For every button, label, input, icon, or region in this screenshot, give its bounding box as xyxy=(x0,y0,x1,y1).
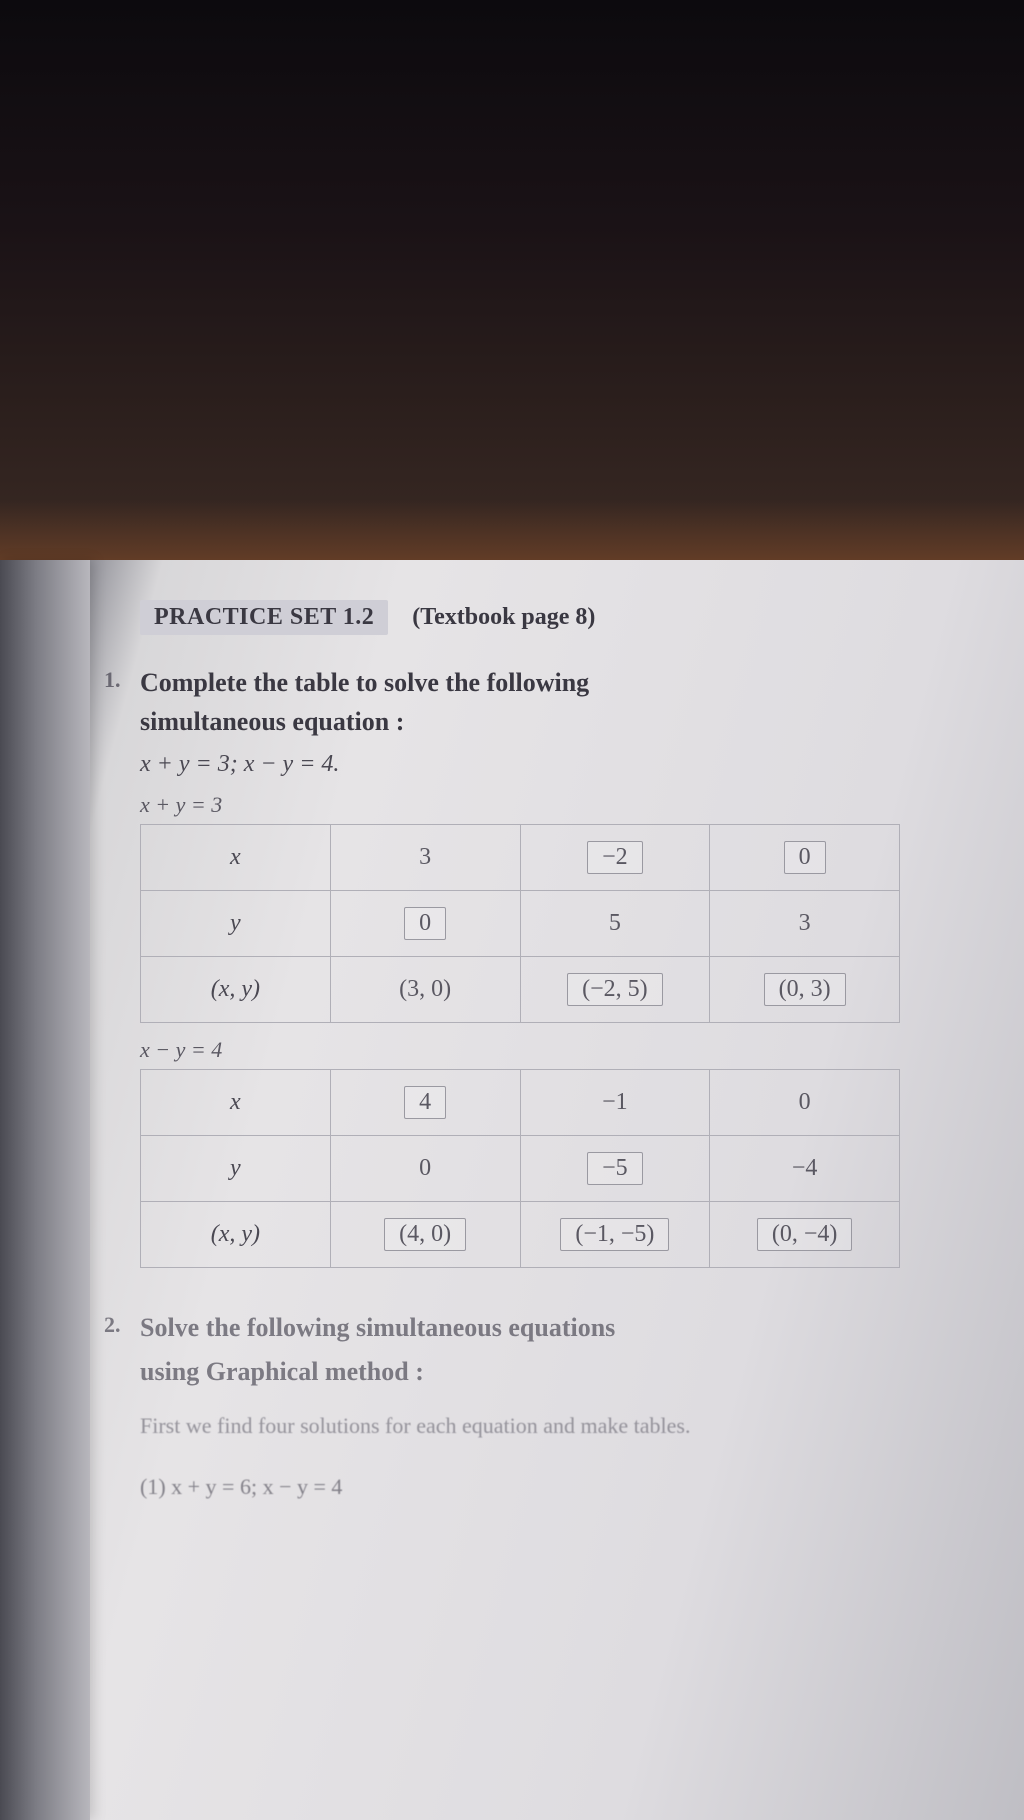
header-row: PRACTICE SET 1.2 (Textbook page 8) xyxy=(140,600,964,635)
table-row: x 3 −2 0 xyxy=(141,825,900,891)
row-head: x xyxy=(141,825,331,891)
cell: −4 xyxy=(710,1136,900,1202)
cell: 4 xyxy=(330,1070,520,1136)
cell: −1 xyxy=(520,1070,710,1136)
table-row: (x, y) (4, 0) (−1, −5) (0, −4) xyxy=(141,1202,900,1268)
photo-background-dark xyxy=(0,0,1024,560)
book-spine xyxy=(0,560,90,1820)
row-head: (x, y) xyxy=(141,1202,331,1268)
cell: 0 xyxy=(330,891,520,957)
q2-instruction: 2. Solve the following simultaneous equa… xyxy=(140,1306,964,1394)
q1-line2: simultaneous equation : xyxy=(140,707,404,736)
table1-caption: x + y = 3 xyxy=(140,792,964,818)
cell: −2 xyxy=(520,825,710,891)
q1-instruction: 1. Complete the table to solve the follo… xyxy=(140,663,964,741)
q1-number: 1. xyxy=(104,663,121,696)
textbook-page-ref: (Textbook page 8) xyxy=(412,604,595,631)
q2-subline: First we find four solutions for each eq… xyxy=(140,1408,964,1443)
table-row: (x, y) (3, 0) (−2, 5) (0, 3) xyxy=(141,957,900,1023)
q2-line1: Solve the following simultaneous equatio… xyxy=(140,1313,615,1342)
cell: (−2, 5) xyxy=(520,957,710,1023)
q2-number: 2. xyxy=(104,1306,121,1343)
cell: 5 xyxy=(520,891,710,957)
cell: (−1, −5) xyxy=(520,1202,710,1268)
cell: (4, 0) xyxy=(330,1202,520,1268)
table2-caption: x − y = 4 xyxy=(140,1037,964,1063)
cell: (0, 3) xyxy=(710,957,900,1023)
q1-line1: Complete the table to solve the followin… xyxy=(140,668,589,697)
practice-set-badge: PRACTICE SET 1.2 xyxy=(140,600,388,635)
table-row: y 0 −5 −4 xyxy=(141,1136,900,1202)
cell: (3, 0) xyxy=(330,957,520,1023)
table1: x 3 −2 0 y 0 5 3 (x, y) (3, 0) (−2, 5) (… xyxy=(140,824,900,1023)
row-head: y xyxy=(141,1136,331,1202)
table-row: x 4 −1 0 xyxy=(141,1070,900,1136)
cell: (0, −4) xyxy=(710,1202,900,1268)
row-head: (x, y) xyxy=(141,957,331,1023)
cell: 0 xyxy=(710,825,900,891)
cell: 3 xyxy=(710,891,900,957)
cell: −5 xyxy=(520,1136,710,1202)
textbook-page: PRACTICE SET 1.2 (Textbook page 8) 1. Co… xyxy=(0,560,1024,1820)
row-head: x xyxy=(141,1070,331,1136)
row-head: y xyxy=(141,891,331,957)
table-row: y 0 5 3 xyxy=(141,891,900,957)
q2-line2: using Graphical method : xyxy=(140,1357,424,1386)
cell: 0 xyxy=(330,1136,520,1202)
cell: 0 xyxy=(710,1070,900,1136)
q1-equations: x + y = 3; x − y = 4. xyxy=(140,751,964,778)
cell: 3 xyxy=(330,825,520,891)
q2-part1: (1) x + y = 6; x − y = 4 xyxy=(140,1474,964,1500)
table2: x 4 −1 0 y 0 −5 −4 (x, y) (4, 0) (−1, −5… xyxy=(140,1069,900,1268)
